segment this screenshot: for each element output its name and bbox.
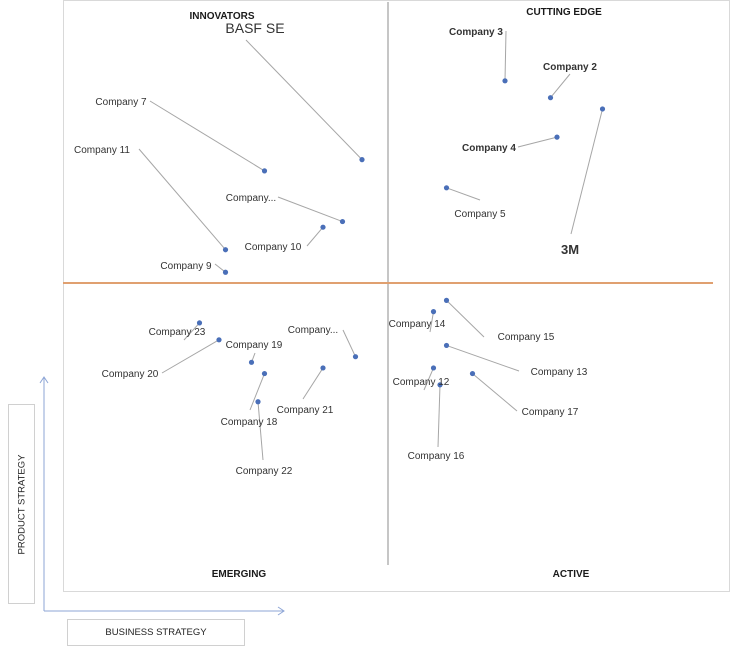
point-company-14[interactable] <box>430 309 437 315</box>
point-label-company-5: Company 5 <box>454 209 506 220</box>
point-label-company-19: Company 19 <box>226 340 283 351</box>
point-company-21[interactable] <box>320 365 326 371</box>
leader-line-company-10 <box>306 226 324 247</box>
y-axis-label-box: PRODUCT STRATEGY <box>8 404 35 604</box>
leader-line-3m <box>570 108 603 235</box>
point-label-company-22: Company 22 <box>236 466 293 477</box>
point-label-company-14: Company 14 <box>389 319 446 330</box>
point-company-22[interactable] <box>255 399 261 405</box>
x-axis-label: BUSINESS STRATEGY <box>105 627 207 638</box>
point-label-company-9: Company 9 <box>160 261 212 272</box>
point-company-5[interactable] <box>443 185 450 191</box>
point-label-company-21: Company 21 <box>277 405 334 416</box>
quadrant-label-innovators: INNOVATORS <box>189 11 254 22</box>
point-company[interactable] <box>352 354 359 360</box>
data-points <box>196 78 606 405</box>
leader-line-company-21 <box>302 367 324 400</box>
leader-line-company <box>342 329 356 357</box>
leader-line-company-23 <box>183 322 200 341</box>
point-label-company-4: Company 4 <box>462 143 516 154</box>
point-label-company-2: Company 2 <box>543 62 597 73</box>
point-label-company-10: Company 10 <box>245 242 302 253</box>
point-label-3m: 3M <box>561 242 579 257</box>
point-company-15[interactable] <box>443 297 450 303</box>
leader-line-company-17 <box>472 373 518 412</box>
point-label-company-12: Company 12 <box>393 377 450 388</box>
point-company-3[interactable] <box>502 78 508 84</box>
point-labels: BASF SE Company 7 Company 11 Company... Comp… <box>74 20 597 477</box>
point-company-11[interactable] <box>222 247 229 253</box>
point-basf-se[interactable] <box>359 157 365 163</box>
point-label-company-13: Company 13 <box>531 367 588 378</box>
leader-lines <box>138 30 603 461</box>
leader-line-company-14 <box>429 311 434 333</box>
point-company-2[interactable] <box>547 95 554 101</box>
leader-line-company-2 <box>550 73 571 99</box>
leader-line-company-22 <box>257 401 264 461</box>
leader-line-company-15 <box>446 300 485 338</box>
point-company-12[interactable] <box>430 365 437 371</box>
leader-line-company <box>277 196 343 223</box>
point-company-20[interactable] <box>216 337 222 343</box>
x-axis-label-box: BUSINESS STRATEGY <box>67 619 245 646</box>
leader-line-company-18 <box>249 373 265 411</box>
point-company-7[interactable] <box>261 168 268 174</box>
leader-line-company-7 <box>149 100 265 172</box>
point-3m[interactable] <box>599 106 606 112</box>
point-company-4[interactable] <box>554 134 560 140</box>
quadrant-label-cutting-edge: CUTTING EDGE <box>526 7 602 18</box>
point-label-company-3: Company 3 <box>449 27 503 38</box>
plot-frame <box>63 0 730 592</box>
point-label-company-23: Company 23 <box>149 327 206 338</box>
y-axis-label: PRODUCT STRATEGY <box>16 454 27 554</box>
point-company-23[interactable] <box>196 320 203 326</box>
point-label-company-11: Company 11 <box>74 145 130 156</box>
point-company-13[interactable] <box>443 342 450 349</box>
point-label-company-15: Company 15 <box>498 332 555 343</box>
point-company[interactable] <box>339 218 346 225</box>
leader-line-company-5 <box>446 187 481 201</box>
leader-line-company-4 <box>517 136 558 148</box>
point-label-company-17: Company 17 <box>522 407 579 418</box>
point-label-company-18: Company 18 <box>221 417 278 428</box>
leader-line-basf-se <box>245 39 363 160</box>
point-company-17[interactable] <box>469 370 476 377</box>
point-label-basf-se: BASF SE <box>225 20 284 36</box>
leader-line-company-16 <box>437 384 441 448</box>
leader-line-company-13 <box>446 344 520 372</box>
quadrant-label-emerging: EMERGING <box>212 569 267 580</box>
leader-line-company-20 <box>161 339 220 374</box>
point-label-company-7: Company 7 <box>95 97 147 108</box>
point-company-16[interactable] <box>437 382 443 388</box>
point-company-9[interactable] <box>222 269 229 275</box>
point-company-10[interactable] <box>320 224 326 230</box>
point-company-18[interactable] <box>261 370 268 377</box>
leader-line-company-11 <box>138 148 226 251</box>
point-company-19[interactable] <box>248 359 255 365</box>
point-label-company: Company... <box>288 325 338 336</box>
point-label-company-20: Company 20 <box>102 369 159 380</box>
leader-line-company-12 <box>423 367 434 391</box>
leader-line-company-3 <box>504 30 507 81</box>
point-label-company: Company... <box>226 193 276 204</box>
axis-arrows <box>39 376 285 616</box>
point-label-company-16: Company 16 <box>408 451 465 462</box>
quadrant-label-active: ACTIVE <box>553 569 590 580</box>
